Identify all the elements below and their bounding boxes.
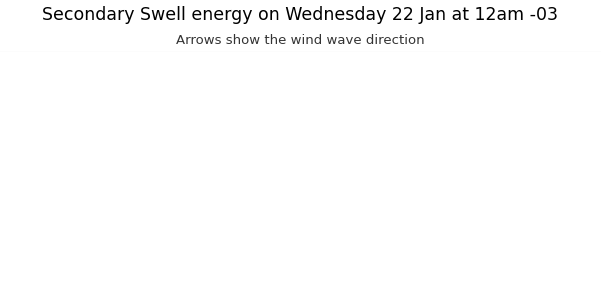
Text: Arrows show the wind wave direction: Arrows show the wind wave direction <box>176 34 425 47</box>
Text: cartopy required: cartopy required <box>243 167 358 181</box>
Text: Secondary Swell energy on Wednesday 22 Jan at 12am -03: Secondary Swell energy on Wednesday 22 J… <box>43 6 558 23</box>
